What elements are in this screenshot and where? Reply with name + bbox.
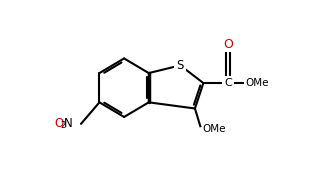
Text: 2: 2 xyxy=(60,120,65,130)
Text: OMe: OMe xyxy=(245,78,268,88)
Text: N: N xyxy=(64,117,73,130)
Text: O: O xyxy=(55,117,64,130)
Text: OMe: OMe xyxy=(203,124,226,134)
Text: O: O xyxy=(223,38,233,51)
Text: S: S xyxy=(177,59,184,72)
Text: C: C xyxy=(224,78,232,88)
